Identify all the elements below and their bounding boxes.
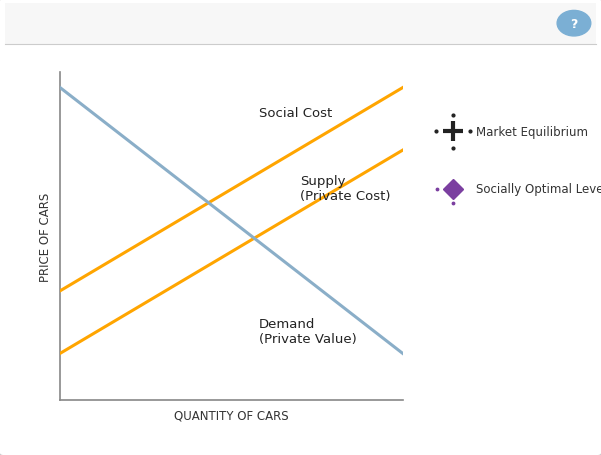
Y-axis label: PRICE OF CARS: PRICE OF CARS [39, 192, 52, 281]
Text: Demand
(Private Value): Demand (Private Value) [259, 318, 356, 346]
Text: ?: ? [570, 18, 578, 30]
X-axis label: QUANTITY OF CARS: QUANTITY OF CARS [174, 409, 288, 422]
Text: Socially Optimal Level: Socially Optimal Level [476, 183, 601, 196]
Text: Social Cost: Social Cost [259, 107, 332, 120]
FancyBboxPatch shape [5, 4, 596, 45]
Text: Supply
(Private Cost): Supply (Private Cost) [300, 174, 391, 202]
Text: Market Equilibrium: Market Equilibrium [476, 126, 588, 138]
Circle shape [557, 11, 591, 37]
